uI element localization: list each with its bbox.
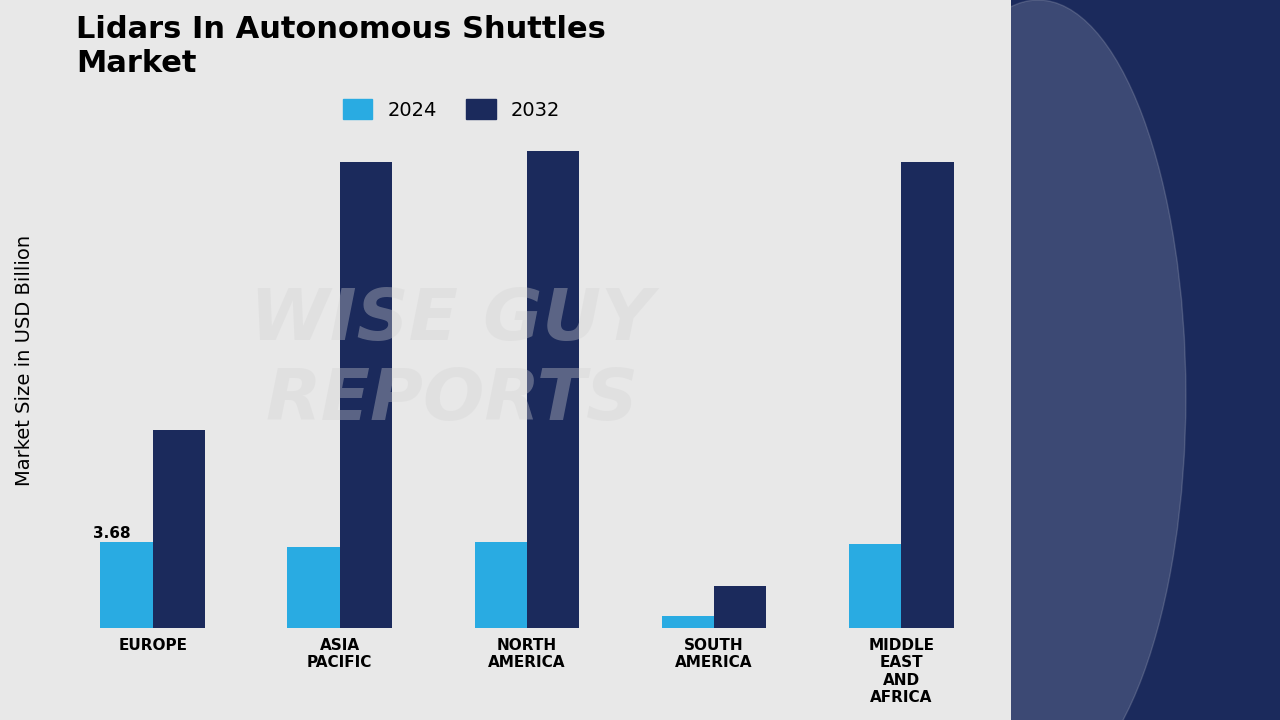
Bar (662, 616, 714, 628)
Bar (339, 162, 392, 628)
Circle shape (891, 0, 1185, 720)
Bar (100, 542, 152, 628)
Bar (475, 542, 527, 628)
Text: WISE GUY
REPORTS: WISE GUY REPORTS (250, 286, 654, 435)
Bar (849, 544, 901, 628)
Legend: 2024, 2032: 2024, 2032 (335, 91, 568, 127)
Bar (152, 430, 205, 628)
Text: 3.68: 3.68 (92, 526, 131, 541)
Bar (288, 546, 339, 628)
Y-axis label: Market Size in USD Billion: Market Size in USD Billion (15, 235, 35, 486)
Bar (901, 162, 954, 628)
Bar (714, 586, 767, 628)
Bar (527, 150, 580, 628)
Text: Lidars In Autonomous Shuttles
Market: Lidars In Autonomous Shuttles Market (77, 15, 607, 78)
